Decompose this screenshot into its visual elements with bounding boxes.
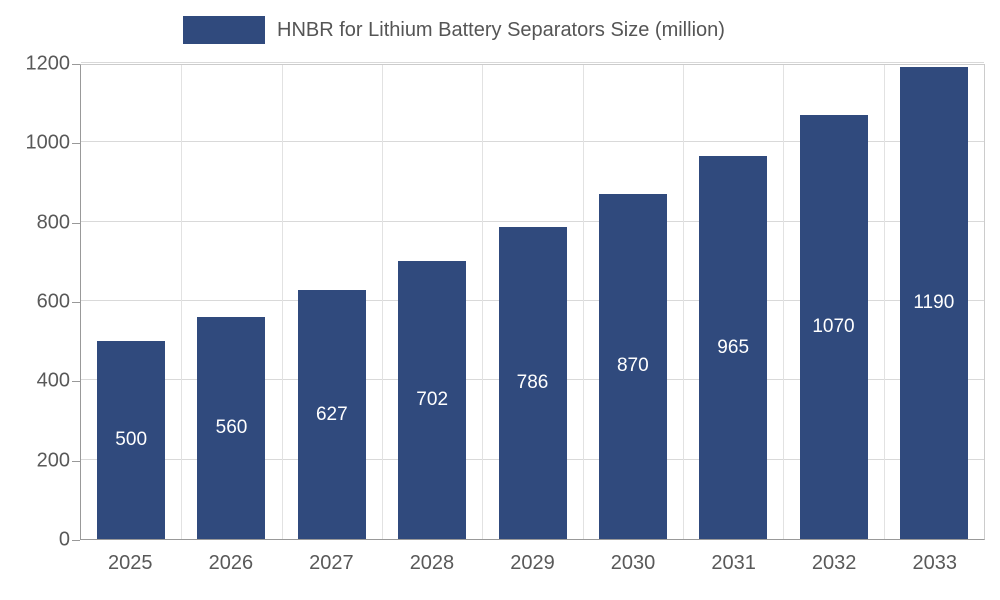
legend-swatch (183, 16, 265, 44)
y-tick-mark (72, 460, 80, 462)
bar: 702 (398, 260, 467, 539)
x-tick-label: 2032 (811, 552, 857, 574)
bar-value-label: 1070 (812, 315, 855, 337)
bar-value-label: 560 (215, 416, 248, 438)
gridline-h (81, 141, 984, 143)
bar-value-label: 870 (616, 355, 649, 377)
y-tick-label: 800 (36, 211, 70, 234)
bar: 1190 (899, 66, 968, 539)
gridline-v (582, 65, 584, 539)
chart-title: HNBR for Lithium Battery Separators Size… (277, 18, 725, 41)
gridline-v (181, 65, 183, 539)
bar: 870 (598, 193, 667, 539)
y-tick-mark (72, 302, 80, 303)
gridline-v (783, 65, 785, 539)
gridline-v (482, 65, 484, 539)
plot-area: 500 560 627 702 786 870 965 1070 1190 (80, 62, 985, 540)
bar-value-label: 702 (416, 388, 449, 410)
x-tick-label: 2028 (409, 552, 455, 574)
y-tick-mark (72, 381, 80, 383)
bar: 965 (699, 156, 768, 539)
gridline-v (281, 65, 283, 539)
bar-value-label: 1190 (913, 291, 955, 313)
bar: 627 (297, 290, 366, 539)
bar-value-label: 627 (315, 403, 348, 425)
bar-value-label: 500 (115, 428, 148, 450)
y-tick-label: 600 (36, 290, 70, 313)
gridline-h (81, 62, 984, 63)
bar-value-label: 786 (516, 372, 549, 394)
x-tick-label: 2033 (912, 552, 957, 574)
x-tick-label: 2029 (510, 552, 555, 574)
x-tick-label: 2026 (208, 552, 254, 574)
gridline-v (682, 65, 684, 539)
bar: 500 (97, 340, 166, 539)
y-tick-mark (72, 143, 80, 145)
bar: 786 (498, 227, 567, 539)
gridline-h (81, 220, 984, 222)
y-tick-mark (72, 64, 80, 65)
chart-legend: HNBR for Lithium Battery Separators Size… (183, 16, 725, 44)
x-tick-label: 2030 (610, 552, 656, 574)
y-tick-label: 1000 (25, 131, 71, 154)
bar-value-label: 965 (717, 336, 750, 358)
y-tick-mark (72, 222, 80, 224)
y-tick-label: 400 (36, 369, 70, 392)
x-tick-label: 2025 (108, 552, 153, 574)
bar: 1070 (799, 114, 868, 539)
x-tick-label: 2031 (711, 552, 756, 574)
x-tick-label: 2027 (309, 552, 354, 574)
gridline-v (381, 65, 383, 539)
y-tick-label: 0 (58, 528, 70, 551)
y-tick-label: 200 (36, 449, 70, 472)
y-tick-mark (72, 540, 80, 541)
bar: 560 (197, 316, 266, 539)
y-tick-label: 1200 (25, 52, 71, 75)
gridline-v (883, 65, 885, 539)
